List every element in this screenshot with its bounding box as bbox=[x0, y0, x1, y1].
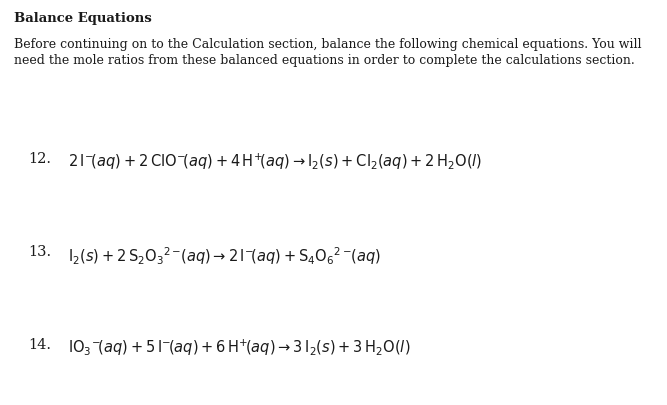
Text: Before continuing on to the Calculation section, balance the following chemical : Before continuing on to the Calculation … bbox=[14, 38, 642, 51]
Text: 12.: 12. bbox=[28, 152, 51, 166]
Text: 14.: 14. bbox=[28, 338, 51, 352]
Text: Balance Equations: Balance Equations bbox=[14, 12, 152, 25]
Text: 13.: 13. bbox=[28, 245, 51, 259]
Text: need the mole ratios from these balanced equations in order to complete the calc: need the mole ratios from these balanced… bbox=[14, 54, 635, 67]
Text: $\mathrm{I_2}(s) + 2\,\mathrm{S_2O_3}^{2-}\!(aq) \rightarrow 2\,\mathrm{I}^{-}\!: $\mathrm{I_2}(s) + 2\,\mathrm{S_2O_3}^{2… bbox=[68, 245, 381, 267]
Text: $2\,\mathrm{I}^{-}\!(aq) + 2\,\mathrm{ClO}^{-}\!(aq) + 4\,\mathrm{H}^{+}\!(aq) \: $2\,\mathrm{I}^{-}\!(aq) + 2\,\mathrm{Cl… bbox=[68, 152, 482, 172]
Text: $\mathrm{IO_3}^{-}\!(aq) + 5\,\mathrm{I}^{-}\!(aq) + 6\,\mathrm{H}^{+}\!(aq) \ri: $\mathrm{IO_3}^{-}\!(aq) + 5\,\mathrm{I}… bbox=[68, 338, 410, 358]
